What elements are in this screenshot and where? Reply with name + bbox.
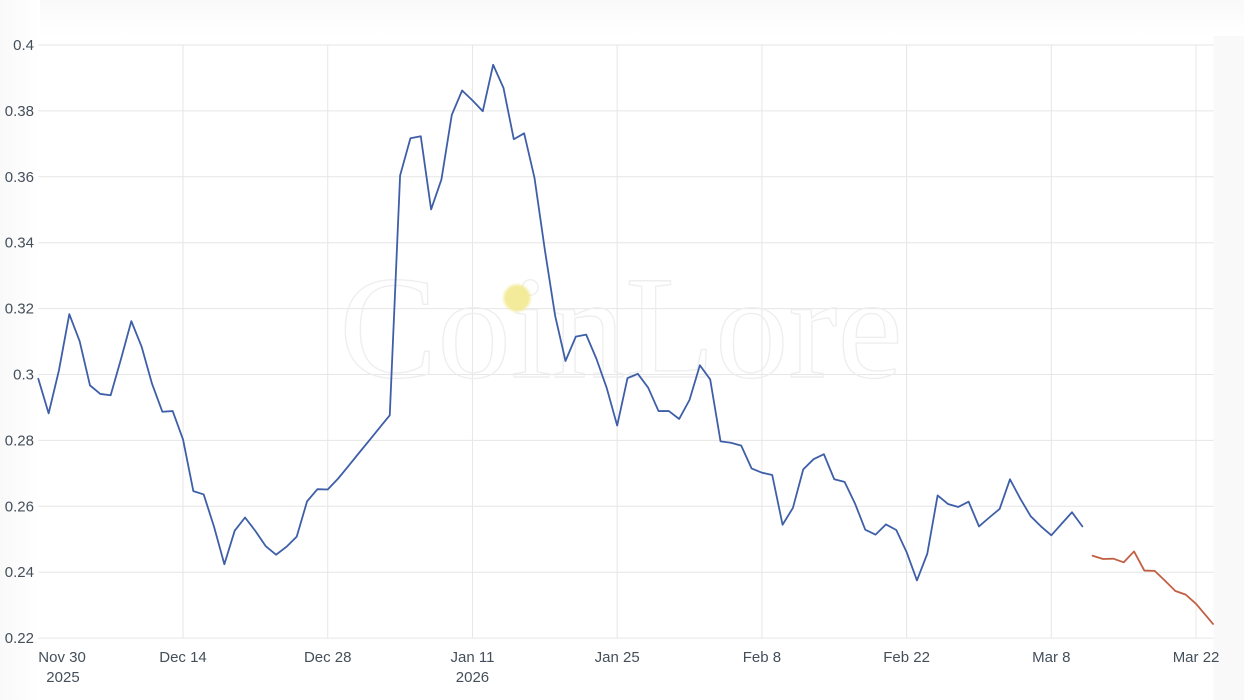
svg-text:2026: 2026 [456, 669, 489, 686]
svg-text:Mar 22: Mar 22 [1173, 649, 1220, 666]
svg-text:Feb 8: Feb 8 [743, 649, 781, 666]
svg-text:0.34: 0.34 [5, 235, 34, 252]
svg-text:2025: 2025 [46, 669, 79, 686]
svg-text:0.26: 0.26 [5, 498, 34, 515]
svg-text:0.24: 0.24 [5, 564, 34, 581]
svg-text:0.28: 0.28 [5, 432, 34, 449]
svg-text:0.36: 0.36 [5, 169, 34, 186]
svg-text:Dec 28: Dec 28 [304, 649, 352, 666]
svg-text:0.3: 0.3 [13, 367, 34, 384]
svg-text:0.32: 0.32 [5, 301, 34, 318]
svg-text:Nov 30: Nov 30 [38, 649, 86, 666]
svg-text:0.22: 0.22 [5, 630, 34, 647]
svg-text:0.38: 0.38 [5, 103, 34, 120]
svg-text:Jan 11: Jan 11 [450, 649, 494, 666]
svg-text:Feb 22: Feb 22 [883, 649, 930, 666]
svg-text:CoinLore: CoinLore [339, 246, 902, 409]
svg-text:Jan 25: Jan 25 [595, 649, 640, 666]
svg-text:Mar 8: Mar 8 [1032, 649, 1070, 666]
svg-text:Dec 14: Dec 14 [159, 649, 207, 666]
svg-text:0.4: 0.4 [13, 37, 34, 54]
